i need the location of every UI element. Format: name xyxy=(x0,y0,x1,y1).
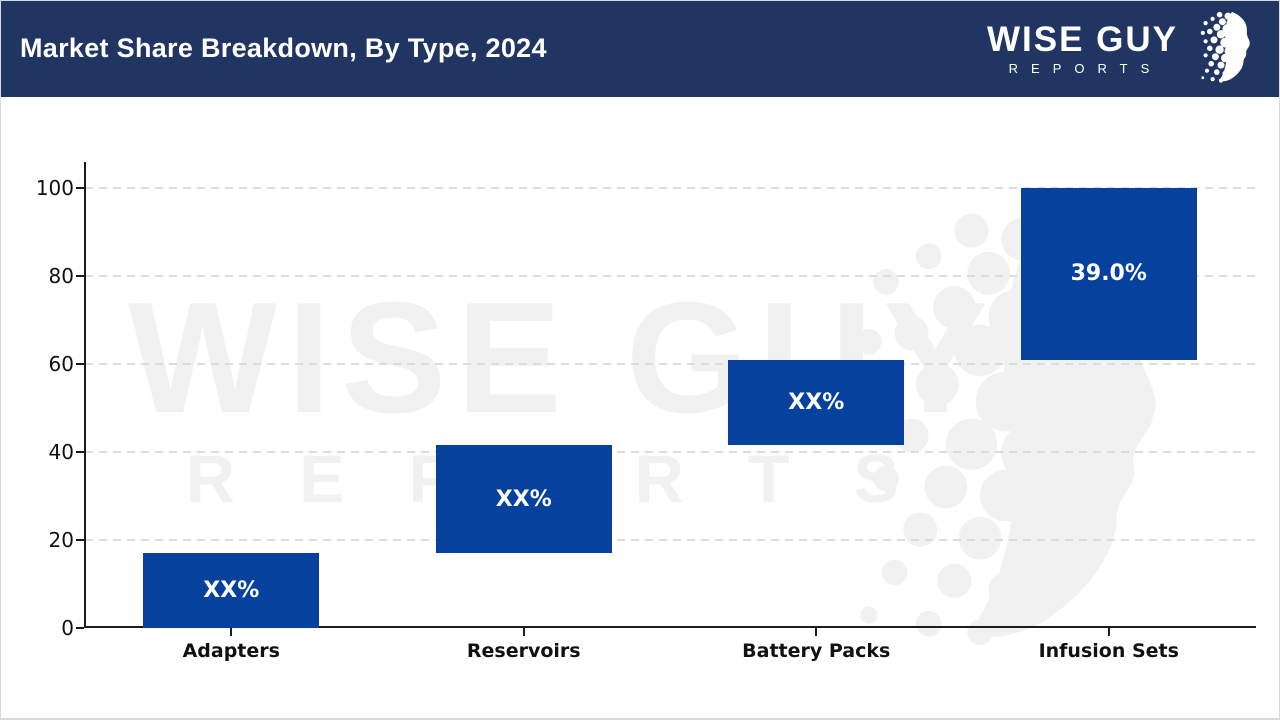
y-tick-mark xyxy=(76,275,84,277)
logo-text: WISE GUY REPORTS xyxy=(986,19,1178,76)
y-tick-label: 20 xyxy=(48,528,74,552)
x-tick-mark xyxy=(1107,628,1110,636)
bar-value-label: XX% xyxy=(788,389,845,415)
x-tick-label: Reservoirs xyxy=(466,640,581,662)
y-tick-label: 60 xyxy=(48,352,74,376)
x-tick-label: Infusion Sets xyxy=(1038,640,1179,662)
bar-value-label: 39.0% xyxy=(1070,261,1147,287)
bar-segment: XX% xyxy=(728,359,905,446)
x-tick-label: Adapters xyxy=(182,640,280,662)
logo-tagline: REPORTS xyxy=(1008,60,1163,76)
bar-segment: XX% xyxy=(435,445,612,554)
y-tick-mark xyxy=(76,627,84,629)
wise-guy-logo: WISE GUY REPORTS xyxy=(987,10,1256,88)
y-tick-mark xyxy=(76,539,84,541)
y-gridline xyxy=(85,187,1255,189)
logo-name: WISE GUY xyxy=(986,19,1178,59)
y-gridline xyxy=(85,363,1255,365)
y-axis-spine xyxy=(84,162,86,628)
x-axis-spine xyxy=(84,626,1256,628)
bar-segment: 39.0% xyxy=(1020,188,1197,360)
x-tick-mark xyxy=(230,628,233,636)
y-gridline xyxy=(85,451,1255,453)
x-tick-mark xyxy=(522,628,525,636)
y-tick-mark xyxy=(76,451,84,453)
header-bar: Market Share Breakdown, By Type, 2024 WI… xyxy=(0,0,1280,97)
logo-dotted-head-icon xyxy=(1200,11,1250,83)
y-tick-mark xyxy=(76,363,84,365)
y-tick-label: 40 xyxy=(48,440,74,464)
y-tick-label: 0 xyxy=(61,616,74,640)
x-tick-mark xyxy=(815,628,818,636)
y-gridline xyxy=(85,275,1255,277)
y-tick-label: 80 xyxy=(48,264,74,288)
chart-title: Market Share Breakdown, By Type, 2024 xyxy=(20,33,547,63)
x-tick-label: Battery Packs xyxy=(742,640,891,662)
bar-value-label: XX% xyxy=(203,578,260,604)
y-tick-mark xyxy=(76,187,84,189)
bar-segment: XX% xyxy=(143,553,320,628)
y-tick-label: 100 xyxy=(35,176,74,200)
y-gridline xyxy=(85,539,1255,541)
bar-value-label: XX% xyxy=(495,486,552,512)
